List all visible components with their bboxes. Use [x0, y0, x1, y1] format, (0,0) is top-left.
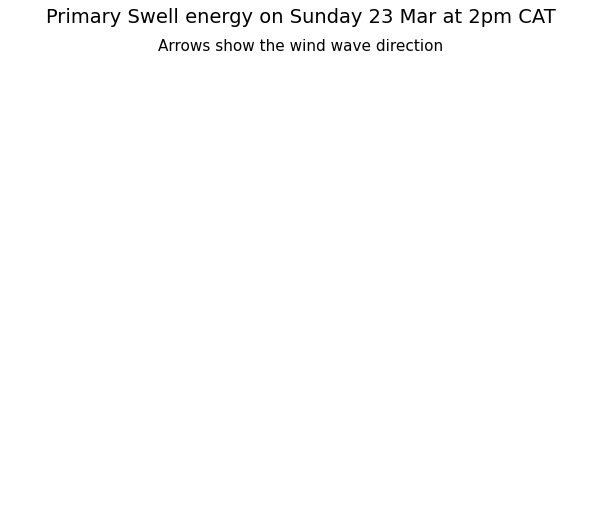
Text: Arrows show the wind wave direction: Arrows show the wind wave direction: [158, 38, 443, 54]
Text: Primary Swell energy on Sunday 23 Mar at 2pm CAT: Primary Swell energy on Sunday 23 Mar at…: [46, 8, 555, 27]
